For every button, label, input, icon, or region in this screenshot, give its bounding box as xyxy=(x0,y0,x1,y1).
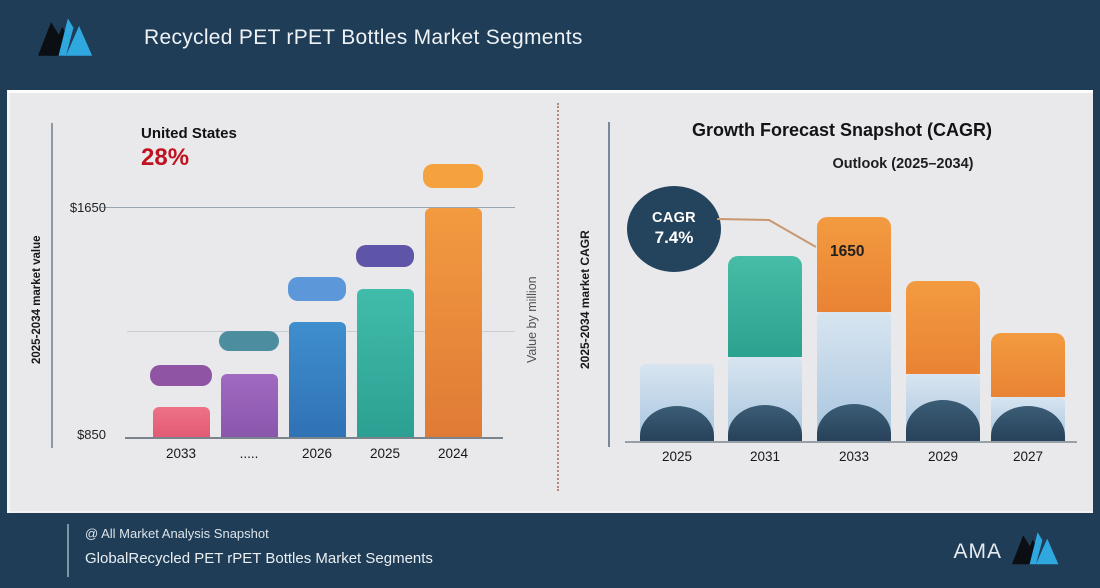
x-tick-2033: 2033 xyxy=(838,449,870,464)
x-tick-.....: ..... xyxy=(239,446,259,461)
chart-title: United States xyxy=(141,125,237,142)
chart-subtitle: Outlook (2025–2034) xyxy=(832,156,974,172)
y-axis-label-right: Value by million xyxy=(525,276,539,364)
x-tick-2024: 2024 xyxy=(437,446,469,461)
cagr-badge-label: CAGR xyxy=(652,210,696,226)
footer-caption: @ All Market Analysis Snapshot xyxy=(85,526,269,541)
x-tick-2025: 2025 xyxy=(369,446,401,461)
us-bar-..... xyxy=(220,374,278,437)
page-title: Recycled PET rPET Bottles Market Segment… xyxy=(144,26,583,49)
brand-name: AMA xyxy=(953,539,1002,563)
cagr-forecast-chart: 2025-2034 market CAGR Growth Forecast Sn… xyxy=(562,90,1093,513)
cagr-bar-2033-orange-segment xyxy=(817,217,891,312)
cagr-bar-2029-navy-segment xyxy=(906,400,980,441)
y-tick-1650: $1650 xyxy=(69,200,106,215)
cagr-bar-2031-teal-segment xyxy=(728,256,802,357)
cagr-bar-2029-orange-segment xyxy=(906,281,980,374)
cagr-badge: CAGR 7.4% xyxy=(627,186,721,272)
footer: @ All Market Analysis Snapshot GlobalRec… xyxy=(0,513,1100,588)
y-axis-line xyxy=(51,123,53,448)
chart-title: Growth Forecast Snapshot (CAGR) xyxy=(691,120,992,140)
us-bar-cap-2033 xyxy=(150,365,212,386)
bars-area: 2025 2031 2033 1650 2029 2027 xyxy=(562,90,1093,513)
x-tick-2029: 2029 xyxy=(927,449,959,464)
x-tick-2033: 2033 xyxy=(165,446,197,461)
bar-value-annotation: 1650 xyxy=(830,243,865,260)
us-bar-2033 xyxy=(152,407,210,437)
x-tick-2031: 2031 xyxy=(749,449,781,464)
us-market-value-chart: 2025-2034 market value United States 28%… xyxy=(7,90,558,513)
us-bar-cap-2025 xyxy=(356,245,414,267)
header: Recycled PET rPET Bottles Market Segment… xyxy=(0,0,1100,88)
cagr-bar-2027-orange-segment xyxy=(991,333,1065,397)
us-bar-cap-2026 xyxy=(288,277,346,301)
us-bar-2025 xyxy=(356,289,414,437)
us-bar-2026 xyxy=(288,322,346,437)
x-tick-2027: 2027 xyxy=(1012,449,1044,464)
x-axis-line xyxy=(125,437,503,439)
cagr-badge-value: 7.4% xyxy=(654,228,694,247)
us-bar-cap-2024 xyxy=(423,164,483,188)
x-axis-line xyxy=(625,441,1077,443)
x-tick-2025: 2025 xyxy=(661,449,693,464)
footer-divider-line xyxy=(67,524,69,577)
panel-divider xyxy=(557,103,559,491)
highlight-percentage: 28% xyxy=(141,144,190,171)
y-axis-line xyxy=(608,122,610,447)
footer-report-title: GlobalRecycled PET rPET Bottles Market S… xyxy=(85,550,433,567)
chart-canvas: 2025-2034 market value United States 28%… xyxy=(7,90,1093,513)
y-tick-850: $850 xyxy=(77,427,106,442)
ama-mountain-logo-icon xyxy=(38,16,94,65)
gridline-1650 xyxy=(100,207,515,208)
footer-brand: AMA xyxy=(953,531,1060,572)
us-bar-2024 xyxy=(424,208,482,437)
us-bar-cap-..... xyxy=(219,331,279,351)
x-tick-2026: 2026 xyxy=(301,446,333,461)
ama-mountain-logo-icon xyxy=(1012,531,1060,572)
bars-area: 2033..... 2026 2025 2024 xyxy=(7,90,558,513)
